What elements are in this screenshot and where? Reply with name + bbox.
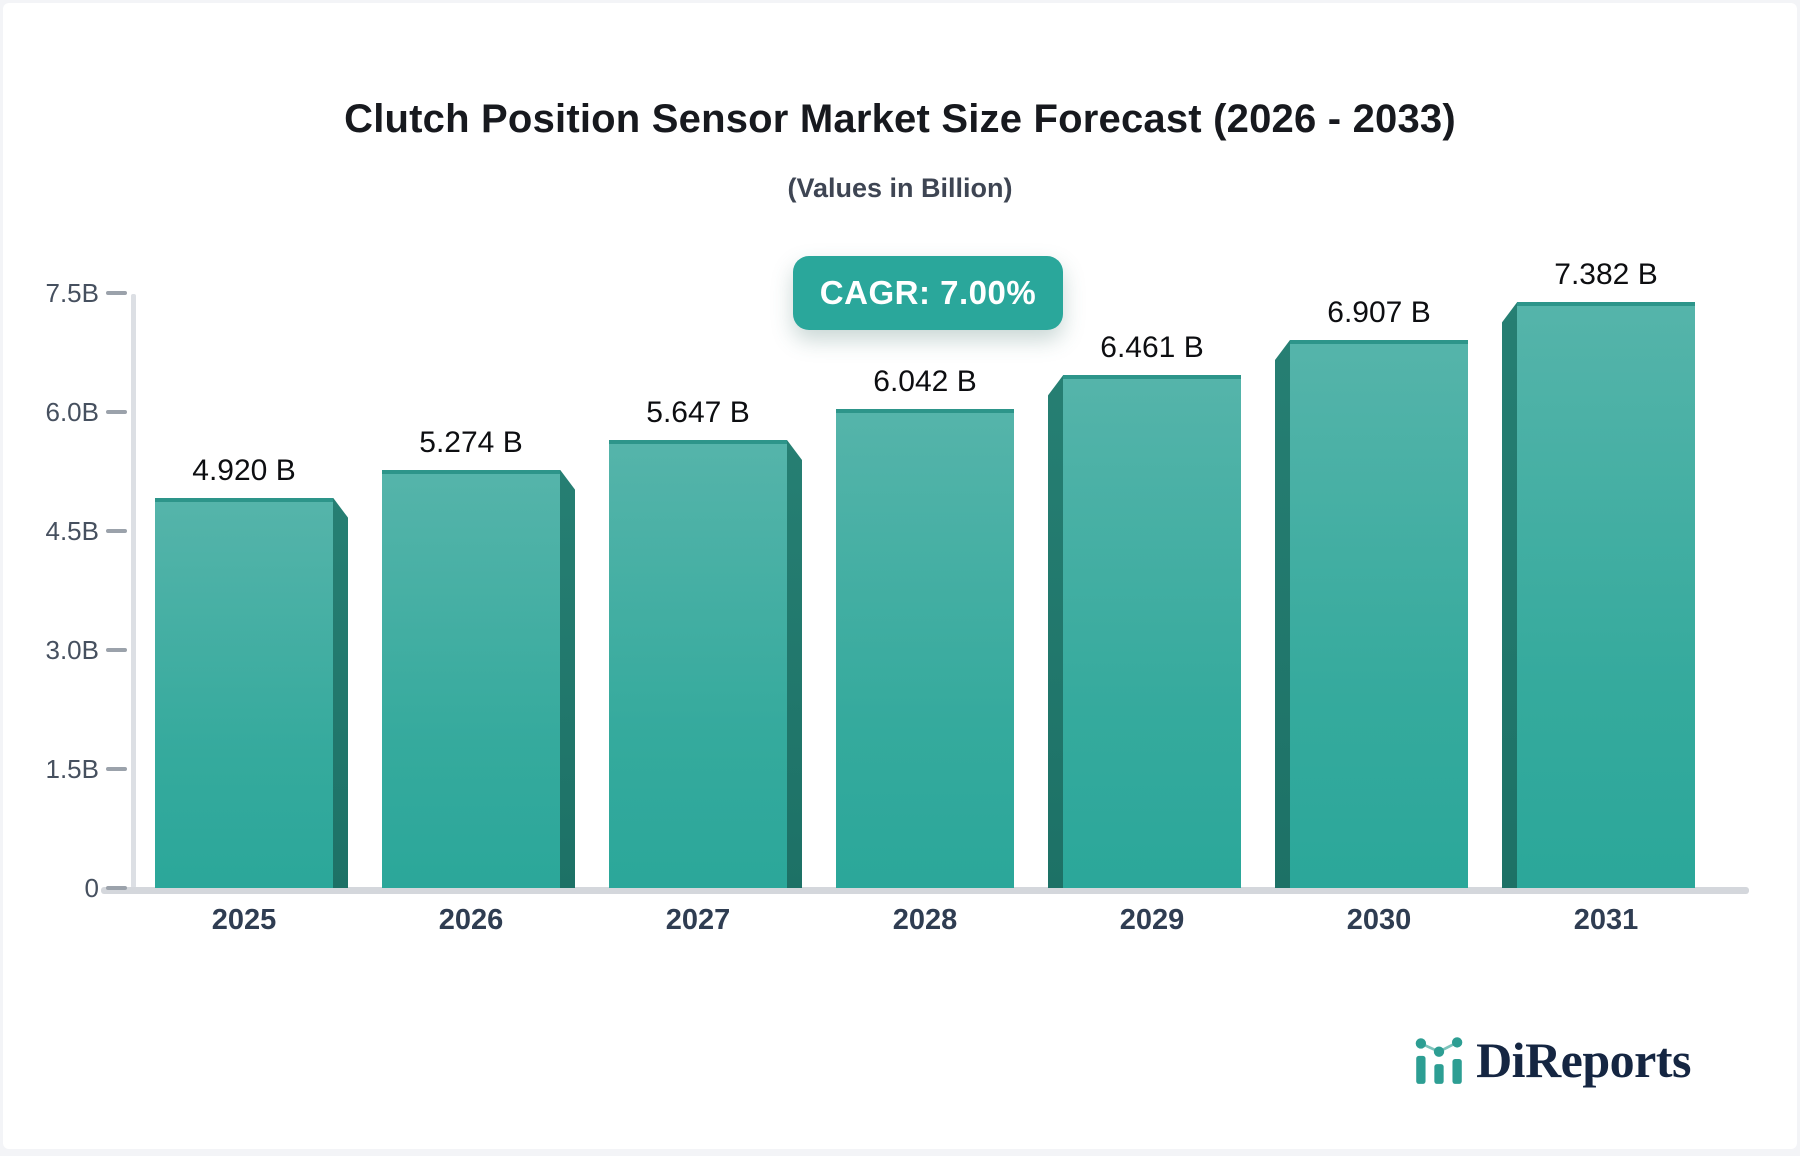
- bar-side-face: [1502, 302, 1517, 888]
- x-axis-label-2029: 2029: [1119, 904, 1185, 936]
- y-axis-line: [131, 294, 136, 888]
- bar-2030: [1290, 340, 1468, 888]
- x-axis-label-2026: 2026: [438, 904, 504, 936]
- y-tick-label: 6.0B: [45, 397, 100, 427]
- y-tick-mark: [106, 886, 127, 890]
- x-axis-label-2030: 2030: [1346, 904, 1412, 936]
- bar-value-label: 4.920 B: [192, 453, 296, 487]
- y-tick-label: 4.5B: [45, 516, 100, 546]
- chart-title: Clutch Position Sensor Market Size Forec…: [344, 97, 1456, 141]
- x-axis-label-2027: 2027: [665, 904, 731, 936]
- bar-value-label: 5.274 B: [419, 425, 523, 459]
- bar-side-face: [787, 440, 802, 888]
- bar-value-label: 7.382 B: [1554, 258, 1658, 292]
- bar-2028: [836, 408, 1014, 888]
- y-tick-label: 7.5B: [45, 278, 100, 308]
- x-axis-baseline: [101, 887, 1749, 894]
- bar-2029: [1063, 375, 1241, 888]
- bar-side-face: [560, 469, 575, 888]
- bar-2026: [382, 469, 560, 888]
- bar-side-face: [1048, 375, 1063, 888]
- logo-text: DiReports: [1476, 1032, 1691, 1088]
- chart-canvas: Clutch Position Sensor Market Size Forec…: [3, 3, 1797, 1149]
- y-tick-mark: [106, 767, 127, 771]
- cagr-badge: CAGR: 7.00%: [793, 256, 1063, 330]
- bar-line-chart-icon: [1415, 1037, 1463, 1084]
- bar-2027: [609, 440, 787, 888]
- bar-2031: [1517, 302, 1695, 888]
- bar-value-label: 6.461 B: [1100, 331, 1204, 365]
- y-tick-mark: [106, 529, 127, 533]
- cagr-badge-label: CAGR: 7.00%: [819, 274, 1037, 311]
- bar-side-face: [1275, 340, 1290, 888]
- bar-value-label: 5.647 B: [646, 396, 750, 429]
- direports-logo: DiReports: [1410, 1031, 1691, 1089]
- bar-value-label: 6.042 B: [873, 364, 977, 398]
- chart-subtitle: (Values in Billion): [787, 173, 1013, 203]
- x-axis-label-2025: 2025: [211, 904, 277, 936]
- x-axis-label-2028: 2028: [892, 904, 958, 936]
- x-axis-label-2031: 2031: [1573, 904, 1639, 936]
- y-tick-label: 3.0B: [45, 635, 100, 665]
- y-tick-mark: [106, 410, 127, 414]
- bar-value-label: 6.907 B: [1327, 296, 1431, 330]
- y-tick-mark: [106, 648, 127, 652]
- bar-2025: [155, 497, 333, 888]
- bar-side-face: [333, 497, 348, 888]
- y-tick-label: 0: [84, 873, 99, 903]
- y-tick-mark: [106, 291, 127, 295]
- y-tick-label: 1.5B: [45, 754, 100, 784]
